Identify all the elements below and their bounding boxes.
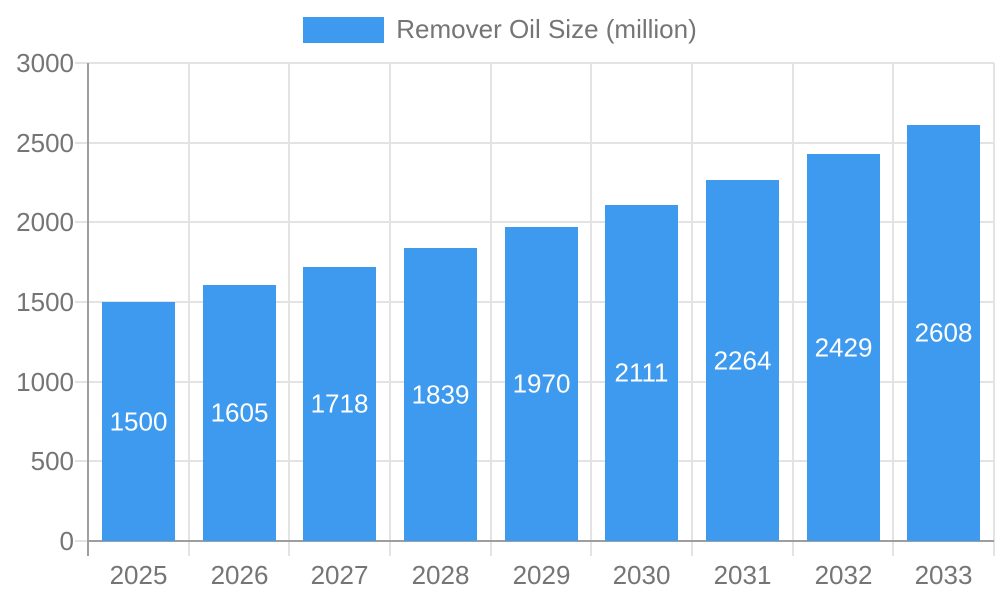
legend-swatch: [303, 16, 385, 43]
gridline-vertical: [490, 63, 492, 556]
bar-2029[interactable]: 1970: [505, 227, 578, 541]
x-axis-label: 2031: [713, 560, 772, 590]
bar-value-label: 1718: [310, 388, 369, 419]
gridline-vertical: [590, 63, 592, 556]
gridline-vertical: [892, 63, 894, 556]
bar-value-label: 1605: [210, 397, 269, 428]
bar-value-label: 2111: [614, 357, 669, 388]
bar-value-label: 2264: [713, 345, 772, 375]
bar-value-label: 2608: [914, 317, 973, 348]
x-axis-label: 2032: [814, 560, 873, 590]
gridline-vertical: [188, 63, 190, 556]
x-axis-label: 2025: [109, 560, 168, 590]
x-axis-line: [88, 540, 994, 542]
bar-value-label: 1500: [109, 406, 168, 436]
x-axis-label: 2028: [411, 560, 470, 590]
y-axis-label: 3000: [16, 48, 74, 78]
bar-2031[interactable]: 2264: [706, 180, 779, 541]
gridline-horizontal: [88, 62, 994, 64]
bar-2026[interactable]: 1605: [203, 285, 276, 541]
y-axis-tick: [75, 301, 88, 303]
y-axis-label: 500: [30, 446, 74, 476]
x-axis-label: 2026: [210, 560, 269, 590]
bar-value-label: 1839: [411, 379, 470, 409]
y-axis-tick: [75, 221, 88, 223]
x-axis-label: 2027: [310, 560, 369, 590]
gridline-vertical: [691, 63, 693, 556]
gridline-horizontal: [88, 221, 994, 223]
bar-value-label: 1970: [512, 368, 571, 399]
y-axis-tick: [75, 540, 88, 542]
x-axis-label: 2029: [512, 560, 571, 590]
bar-2033[interactable]: 2608: [907, 125, 980, 541]
y-axis-label: 2000: [16, 207, 74, 237]
bar-value-label: 2429: [814, 332, 873, 362]
y-axis-label: 2500: [16, 128, 74, 158]
bar-2027[interactable]: 1718: [303, 267, 376, 541]
gridline-vertical: [389, 63, 391, 556]
x-axis-label: 2030: [612, 560, 671, 590]
y-axis-tick: [75, 381, 88, 383]
gridline-vertical: [792, 63, 794, 556]
y-axis-label: 1500: [16, 287, 74, 317]
gridline-horizontal: [88, 142, 994, 144]
bar-2028[interactable]: 1839: [404, 248, 477, 541]
gridline-vertical: [993, 63, 995, 556]
legend-label: Remover Oil Size (million): [396, 14, 697, 44]
y-axis-label: 0: [59, 526, 74, 556]
chart-legend[interactable]: Remover Oil Size (million): [0, 14, 1000, 45]
y-axis-tick: [75, 460, 88, 462]
y-axis-tick: [75, 62, 88, 64]
bar-2025[interactable]: 1500: [102, 302, 175, 541]
y-axis-label: 1000: [16, 367, 74, 397]
bar-2030[interactable]: 2111: [605, 205, 678, 541]
y-axis-line: [87, 63, 89, 556]
x-axis-label: 2033: [914, 560, 973, 590]
y-axis-tick: [75, 142, 88, 144]
gridline-vertical: [288, 63, 290, 556]
bar-2032[interactable]: 2429: [807, 154, 880, 541]
